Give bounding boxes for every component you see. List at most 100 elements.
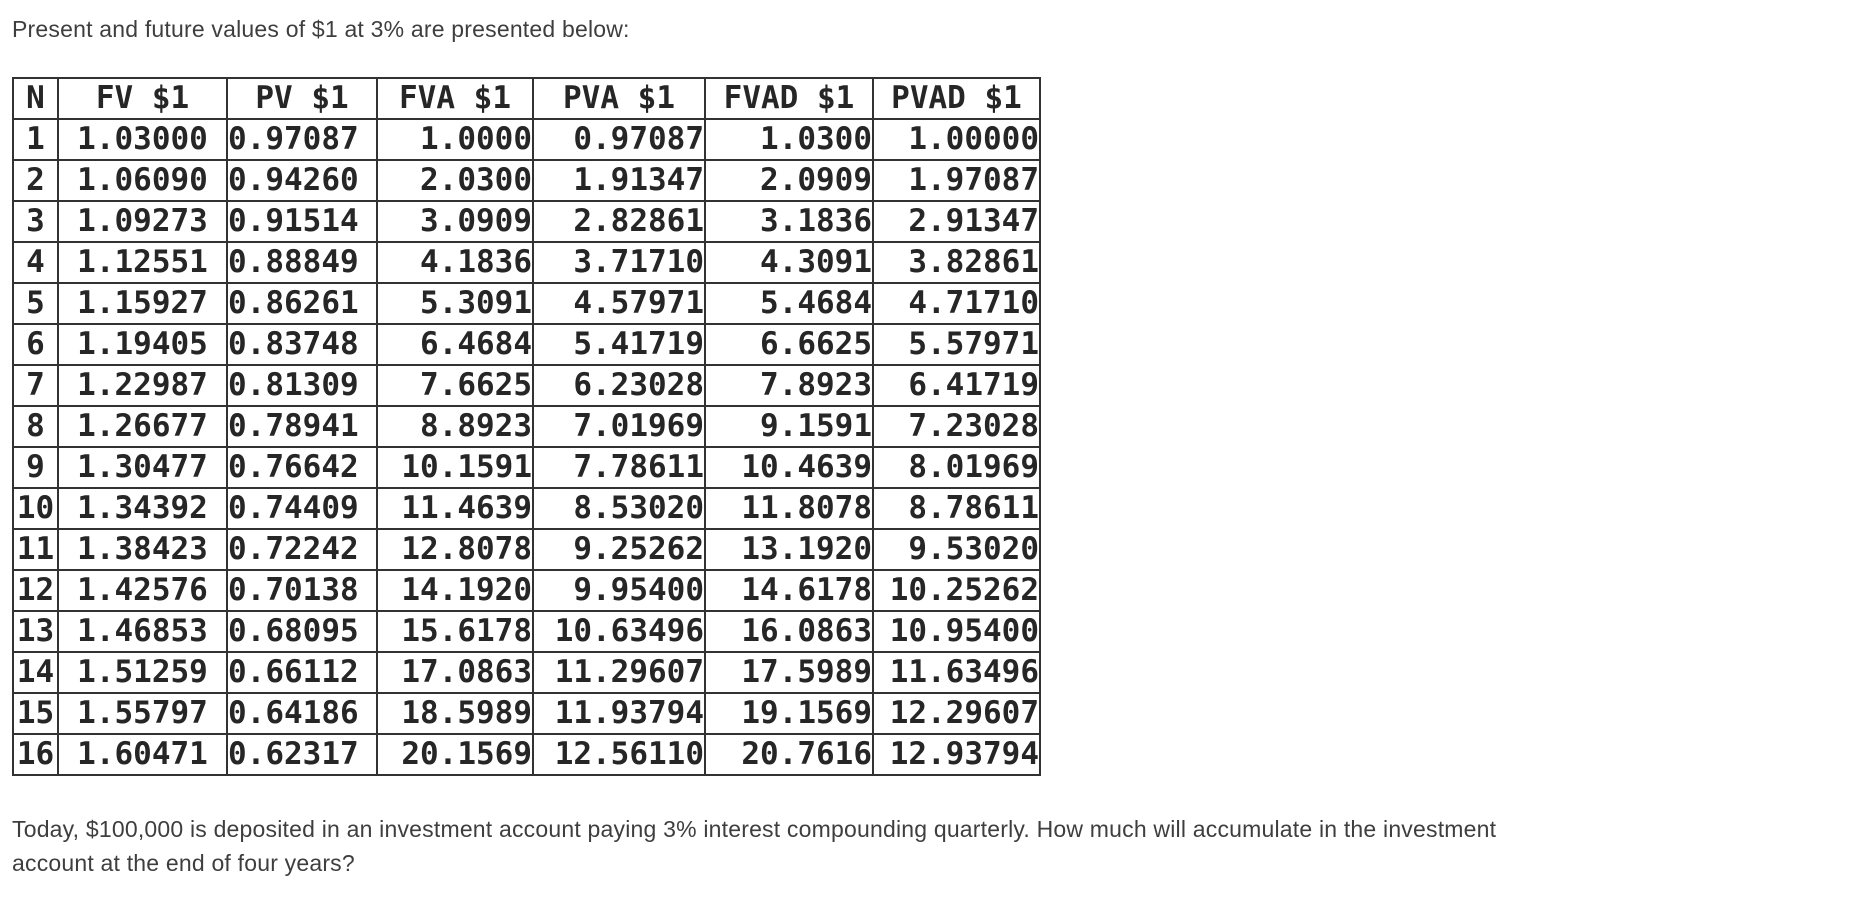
table-row: 7 1.22987 0.81309 7.6625 6.23028 7.8923 6.4171…	[12, 364, 1041, 407]
table-cell: 0.83748	[226, 323, 378, 366]
table-cell: 3.82861	[872, 241, 1041, 284]
table-cell: 1.51259	[57, 651, 228, 694]
table-cell: 2.91347	[872, 200, 1041, 243]
table-cell: 15	[12, 692, 59, 735]
question-text: Today, $100,000 is deposited in an inves…	[12, 812, 1866, 880]
table-row: 8 1.26677 0.78941 8.8923 7.01969 9.1591 7.2302…	[12, 405, 1041, 448]
table-header: N FV $1 PV $1 FVA $1 PVA $1 FVAD $1 PVAD…	[12, 77, 1041, 120]
table-row: 14 1.51259 0.66112 17.0863 11.29607 17.5989 11…	[12, 651, 1041, 694]
table-cell: 2.82861	[532, 200, 706, 243]
table-cell: 17.5989	[704, 651, 874, 694]
table-cell: 13	[12, 610, 59, 653]
table-cell: 10.95400	[872, 610, 1041, 653]
table-cell: 8.53020	[532, 487, 706, 530]
table-cell: 1.97087	[872, 159, 1041, 202]
table-cell: 4	[12, 241, 59, 284]
table-cell: 2.0300	[376, 159, 534, 202]
table-cell: 20.1569	[376, 733, 534, 776]
table-cell: 0.72242	[226, 528, 378, 571]
col-header-pv: PV $1	[226, 77, 378, 120]
table-cell: 1.38423	[57, 528, 228, 571]
table-cell: 9.1591	[704, 405, 874, 448]
table-cell: 5.41719	[532, 323, 706, 366]
table-cell: 3.71710	[532, 241, 706, 284]
table-cell: 1.91347	[532, 159, 706, 202]
table-cell: 11	[12, 528, 59, 571]
table-cell: 2.0909	[704, 159, 874, 202]
table-cell: 12.8078	[376, 528, 534, 571]
table-cell: 0.81309	[226, 364, 378, 407]
table-row: 12 1.42576 0.70138 14.1920 9.95400 14.6178 10.…	[12, 569, 1041, 612]
table-cell: 8	[12, 405, 59, 448]
table-cell: 14	[12, 651, 59, 694]
table-cell: 3	[12, 200, 59, 243]
table-cell: 1.09273	[57, 200, 228, 243]
table-cell: 5.4684	[704, 282, 874, 325]
table-cell: 0.74409	[226, 487, 378, 530]
table-row: 2 1.06090 0.94260 2.0300 1.91347 2.0909 1.9708…	[12, 159, 1041, 202]
table-row: 5 1.15927 0.86261 5.3091 4.57971 5.4684 4.7171…	[12, 282, 1041, 325]
table-cell: 14.1920	[376, 569, 534, 612]
table-cell: 11.93794	[532, 692, 706, 735]
table-cell: 1.42576	[57, 569, 228, 612]
question-line-2: account at the end of four years?	[12, 850, 355, 876]
table-row: 3 1.09273 0.91514 3.0909 2.82861 3.1836 2.9134…	[12, 200, 1041, 243]
col-header-fvad: FVAD $1	[704, 77, 874, 120]
col-header-fv: FV $1	[57, 77, 228, 120]
table-cell: 1.60471	[57, 733, 228, 776]
col-header-n: N	[12, 77, 59, 120]
table-cell: 1.22987	[57, 364, 228, 407]
intro-text: Present and future values of $1 at 3% ar…	[12, 16, 630, 42]
table-cell: 1.19405	[57, 323, 228, 366]
table-cell: 3.1836	[704, 200, 874, 243]
table-cell: 7.78611	[532, 446, 706, 489]
table-row: 10 1.34392 0.74409 11.4639 8.53020 11.8078 8.7…	[12, 487, 1041, 530]
table-cell: 10.4639	[704, 446, 874, 489]
table-row: 6 1.19405 0.83748 6.4684 5.41719 6.6625 5.5797…	[12, 323, 1041, 366]
table-cell: 4.57971	[532, 282, 706, 325]
header-row: N FV $1 PV $1 FVA $1 PVA $1 FVAD $1 PVAD…	[12, 77, 1041, 120]
table-cell: 1.26677	[57, 405, 228, 448]
present-future-value-table: N FV $1 PV $1 FVA $1 PVA $1 FVAD $1 PVAD…	[12, 77, 1041, 776]
table-row: 11 1.38423 0.72242 12.8078 9.25262 13.1920 9.5…	[12, 528, 1041, 571]
table-cell: 19.1569	[704, 692, 874, 735]
table-cell: 11.63496	[872, 651, 1041, 694]
table-cell: 1.06090	[57, 159, 228, 202]
table-cell: 12	[12, 569, 59, 612]
table-cell: 13.1920	[704, 528, 874, 571]
table-cell: 6.41719	[872, 364, 1041, 407]
table-cell: 0.64186	[226, 692, 378, 735]
table-cell: 7.01969	[532, 405, 706, 448]
table-row: 13 1.46853 0.68095 15.6178 10.63496 16.0863 10…	[12, 610, 1041, 653]
table-cell: 11.8078	[704, 487, 874, 530]
table-cell: 4.3091	[704, 241, 874, 284]
table-cell: 0.97087	[226, 118, 378, 161]
table-row: 15 1.55797 0.64186 18.5989 11.93794 19.1569 12…	[12, 692, 1041, 735]
table-cell: 18.5989	[376, 692, 534, 735]
table-row: 4 1.12551 0.88849 4.1836 3.71710 4.3091 3.8286…	[12, 241, 1041, 284]
table-cell: 0.62317	[226, 733, 378, 776]
table-row: 9 1.30477 0.76642 10.1591 7.78611 10.4639 8.01…	[12, 446, 1041, 489]
table-cell: 0.94260	[226, 159, 378, 202]
table-cell: 0.97087	[532, 118, 706, 161]
table-cell: 1.03000	[57, 118, 228, 161]
table-cell: 11.4639	[376, 487, 534, 530]
table-cell: 1	[12, 118, 59, 161]
table-cell: 1.34392	[57, 487, 228, 530]
table-cell: 8.8923	[376, 405, 534, 448]
table-cell: 4.1836	[376, 241, 534, 284]
table-cell: 6.23028	[532, 364, 706, 407]
table-cell: 1.46853	[57, 610, 228, 653]
col-header-pvad: PVAD $1	[872, 77, 1041, 120]
table-cell: 10.25262	[872, 569, 1041, 612]
table-cell: 3.0909	[376, 200, 534, 243]
table-cell: 0.70138	[226, 569, 378, 612]
question-line-1: Today, $100,000 is deposited in an inves…	[12, 816, 1497, 842]
table-cell: 6.6625	[704, 323, 874, 366]
table-cell: 0.78941	[226, 405, 378, 448]
table-cell: 17.0863	[376, 651, 534, 694]
table-cell: 8.78611	[872, 487, 1041, 530]
table-cell: 8.01969	[872, 446, 1041, 489]
table-cell: 9.95400	[532, 569, 706, 612]
table-cell: 7.6625	[376, 364, 534, 407]
